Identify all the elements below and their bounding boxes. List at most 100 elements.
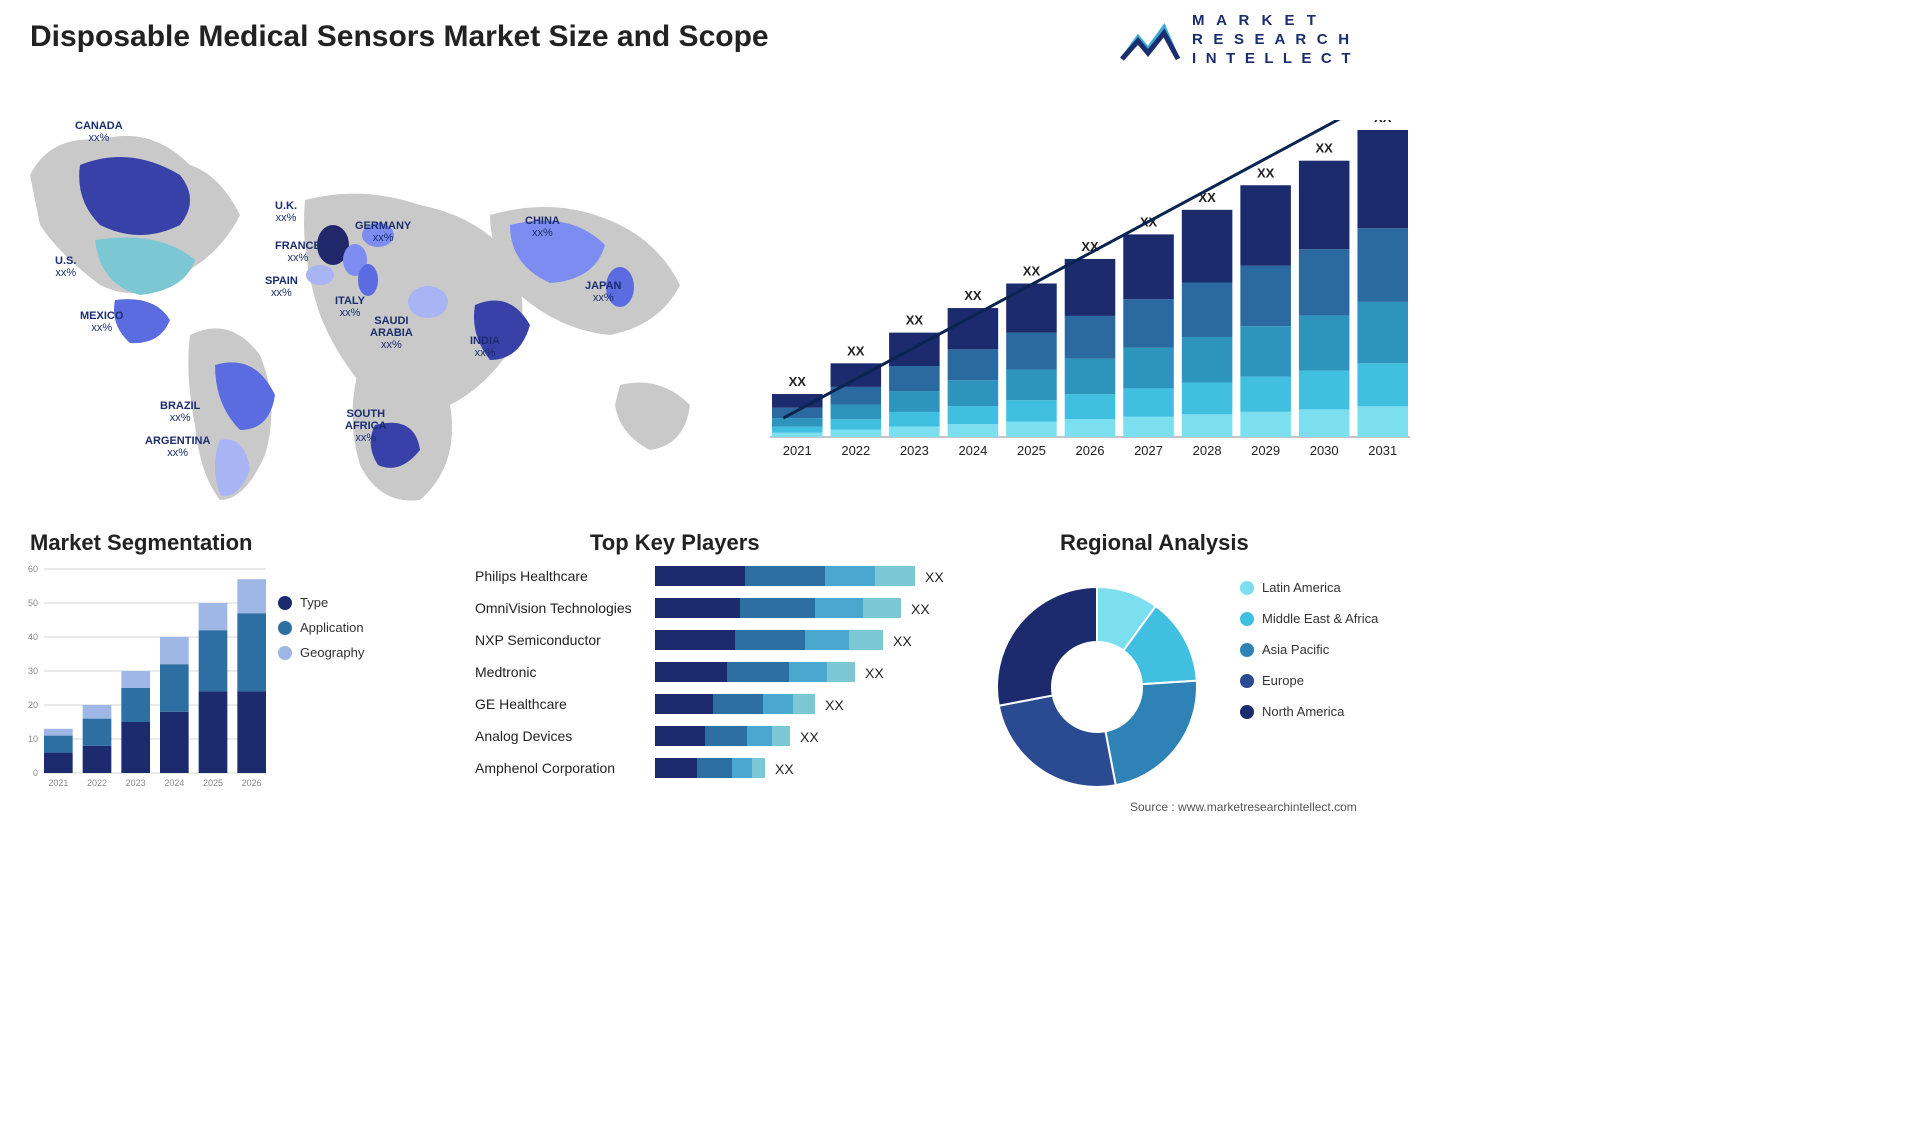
legend-label: Type bbox=[300, 595, 328, 610]
svg-text:OmniVision Technologies: OmniVision Technologies bbox=[475, 600, 632, 616]
legend-label: Middle East & Africa bbox=[1262, 611, 1378, 626]
legend-label: North America bbox=[1262, 704, 1344, 719]
legend-item: Type bbox=[278, 595, 364, 610]
country-label: MEXICOxx% bbox=[80, 310, 123, 334]
map-svg bbox=[20, 105, 720, 510]
svg-text:2025: 2025 bbox=[1017, 443, 1046, 458]
svg-text:30: 30 bbox=[28, 666, 38, 676]
legend-swatch bbox=[278, 621, 292, 635]
legend-item: Europe bbox=[1240, 673, 1378, 688]
svg-text:GE Healthcare: GE Healthcare bbox=[475, 696, 567, 712]
svg-text:XX: XX bbox=[1374, 120, 1392, 125]
svg-text:2028: 2028 bbox=[1193, 443, 1222, 458]
key-players-chart: Philips Healthcare XX OmniVision Technolog… bbox=[475, 560, 965, 790]
country-label: ITALYxx% bbox=[335, 295, 365, 319]
country-label: FRANCExx% bbox=[275, 240, 321, 264]
country-label: SAUDIARABIAxx% bbox=[370, 315, 413, 351]
svg-text:2021: 2021 bbox=[48, 778, 68, 788]
svg-text:2027: 2027 bbox=[1134, 443, 1163, 458]
legend-swatch bbox=[1240, 612, 1254, 626]
svg-text:2025: 2025 bbox=[203, 778, 223, 788]
svg-text:60: 60 bbox=[28, 564, 38, 574]
svg-text:2022: 2022 bbox=[841, 443, 870, 458]
svg-text:XX: XX bbox=[800, 729, 819, 745]
legend-swatch bbox=[1240, 581, 1254, 595]
regional-title: Regional Analysis bbox=[1060, 530, 1249, 556]
svg-text:Analog Devices: Analog Devices bbox=[475, 728, 572, 744]
svg-text:XX: XX bbox=[964, 288, 982, 303]
segmentation-chart: 0102030405060202120222023202420252026 bbox=[20, 563, 270, 793]
svg-text:40: 40 bbox=[28, 632, 38, 642]
legend-label: Latin America bbox=[1262, 580, 1341, 595]
legend-item: Application bbox=[278, 620, 364, 635]
legend-item: Geography bbox=[278, 645, 364, 660]
logo-line3: I N T E L L E C T bbox=[1192, 50, 1353, 69]
legend-swatch bbox=[1240, 705, 1254, 719]
svg-text:2021: 2021 bbox=[783, 443, 812, 458]
country-label: BRAZILxx% bbox=[160, 400, 200, 424]
legend-item: Asia Pacific bbox=[1240, 642, 1378, 657]
svg-text:Philips Healthcare: Philips Healthcare bbox=[475, 568, 588, 584]
legend-label: Geography bbox=[300, 645, 364, 660]
logo-line2: R E S E A R C H bbox=[1192, 31, 1353, 50]
country-label: GERMANYxx% bbox=[355, 220, 411, 244]
svg-text:XX: XX bbox=[911, 601, 930, 617]
legend-swatch bbox=[278, 646, 292, 660]
country-label: SPAINxx% bbox=[265, 275, 298, 299]
svg-text:XX: XX bbox=[906, 313, 924, 328]
svg-text:2026: 2026 bbox=[1076, 443, 1105, 458]
legend-swatch bbox=[1240, 643, 1254, 657]
svg-text:XX: XX bbox=[865, 665, 884, 681]
svg-text:2023: 2023 bbox=[900, 443, 929, 458]
svg-text:2023: 2023 bbox=[126, 778, 146, 788]
svg-text:XX: XX bbox=[893, 633, 912, 649]
page-title: Disposable Medical Sensors Market Size a… bbox=[30, 20, 769, 54]
brand-logo: M A R K E T R E S E A R C H I N T E L L … bbox=[1120, 12, 1353, 68]
key-players-title: Top Key Players bbox=[590, 530, 760, 556]
segmentation-title: Market Segmentation bbox=[30, 530, 253, 556]
svg-text:2030: 2030 bbox=[1310, 443, 1339, 458]
svg-text:NXP Semiconductor: NXP Semiconductor bbox=[475, 632, 601, 648]
svg-text:XX: XX bbox=[925, 569, 944, 585]
legend-item: Latin America bbox=[1240, 580, 1378, 595]
segmentation-legend: Type Application Geography bbox=[278, 595, 364, 670]
legend-label: Europe bbox=[1262, 673, 1304, 688]
svg-text:2024: 2024 bbox=[958, 443, 987, 458]
regional-legend: Latin America Middle East & Africa Asia Pa… bbox=[1240, 580, 1378, 735]
country-label: ARGENTINAxx% bbox=[145, 435, 210, 459]
regional-donut bbox=[995, 585, 1200, 790]
svg-text:0: 0 bbox=[33, 768, 38, 778]
legend-item: Middle East & Africa bbox=[1240, 611, 1378, 626]
growth-chart-svg: XX 2021 XX 2022 XX 2023 XX 2024 XX 2025 XX 2026 XX 20… bbox=[770, 120, 1410, 465]
svg-text:2022: 2022 bbox=[87, 778, 107, 788]
svg-text:XX: XX bbox=[1316, 141, 1334, 156]
source-text: Source : www.marketresearchintellect.com bbox=[1130, 800, 1357, 814]
svg-text:50: 50 bbox=[28, 598, 38, 608]
key-players-svg: Philips Healthcare XX OmniVision Technolog… bbox=[475, 560, 965, 790]
country-label: INDIAxx% bbox=[470, 335, 500, 359]
svg-text:Amphenol Corporation: Amphenol Corporation bbox=[475, 760, 615, 776]
svg-text:XX: XX bbox=[775, 761, 794, 777]
svg-text:XX: XX bbox=[789, 374, 807, 389]
country-label: CANADAxx% bbox=[75, 120, 123, 144]
country-label: U.K.xx% bbox=[275, 200, 297, 224]
svg-text:2024: 2024 bbox=[164, 778, 184, 788]
logo-mark-icon bbox=[1120, 19, 1180, 61]
segmentation-svg: 0102030405060202120222023202420252026 bbox=[20, 563, 270, 793]
svg-text:XX: XX bbox=[825, 697, 844, 713]
country-label: SOUTHAFRICAxx% bbox=[345, 408, 387, 444]
country-label: JAPANxx% bbox=[585, 280, 621, 304]
svg-text:2031: 2031 bbox=[1368, 443, 1397, 458]
world-map bbox=[20, 105, 720, 510]
legend-swatch bbox=[1240, 674, 1254, 688]
svg-text:10: 10 bbox=[28, 734, 38, 744]
legend-swatch bbox=[278, 596, 292, 610]
logo-line1: M A R K E T bbox=[1192, 12, 1353, 31]
svg-text:2026: 2026 bbox=[242, 778, 262, 788]
svg-text:XX: XX bbox=[1023, 264, 1041, 279]
country-label: CHINAxx% bbox=[525, 215, 560, 239]
legend-label: Application bbox=[300, 620, 364, 635]
svg-text:Medtronic: Medtronic bbox=[475, 664, 536, 680]
svg-text:XX: XX bbox=[847, 343, 865, 358]
svg-text:XX: XX bbox=[1257, 165, 1275, 180]
